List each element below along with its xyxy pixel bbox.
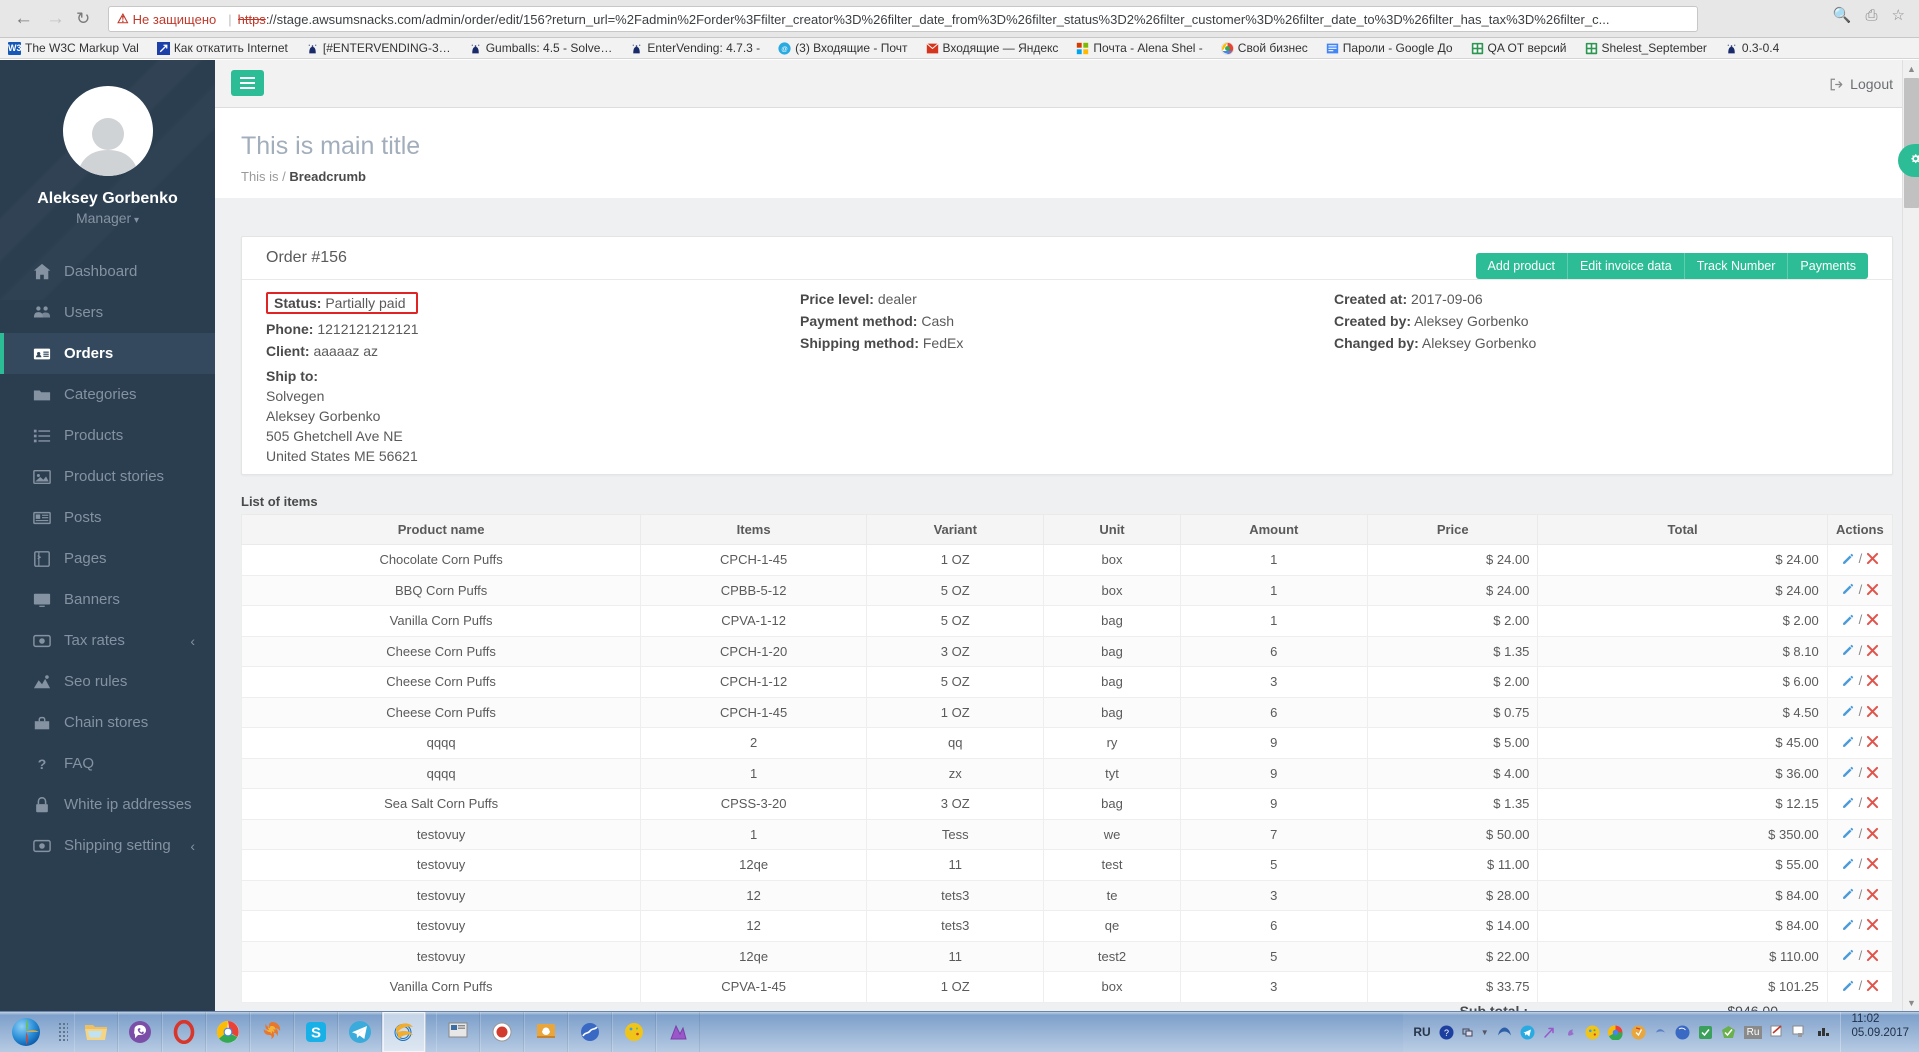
svg-text:S: S (311, 1025, 321, 1042)
svg-text:@: @ (781, 45, 788, 52)
svg-text:?: ? (1444, 1028, 1449, 1038)
